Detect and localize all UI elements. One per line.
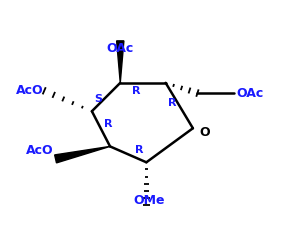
Text: R: R [168, 98, 176, 108]
Text: OAc: OAc [106, 42, 134, 55]
Text: R: R [104, 119, 113, 129]
Polygon shape [55, 146, 110, 163]
Text: AcO: AcO [15, 84, 43, 97]
Text: R: R [135, 145, 143, 155]
Text: OMe: OMe [133, 194, 164, 207]
Text: AcO: AcO [26, 144, 53, 157]
Polygon shape [117, 41, 124, 83]
Text: OAc: OAc [236, 86, 263, 100]
Text: O: O [200, 126, 210, 139]
Text: S: S [94, 94, 102, 104]
Text: R: R [132, 86, 140, 96]
